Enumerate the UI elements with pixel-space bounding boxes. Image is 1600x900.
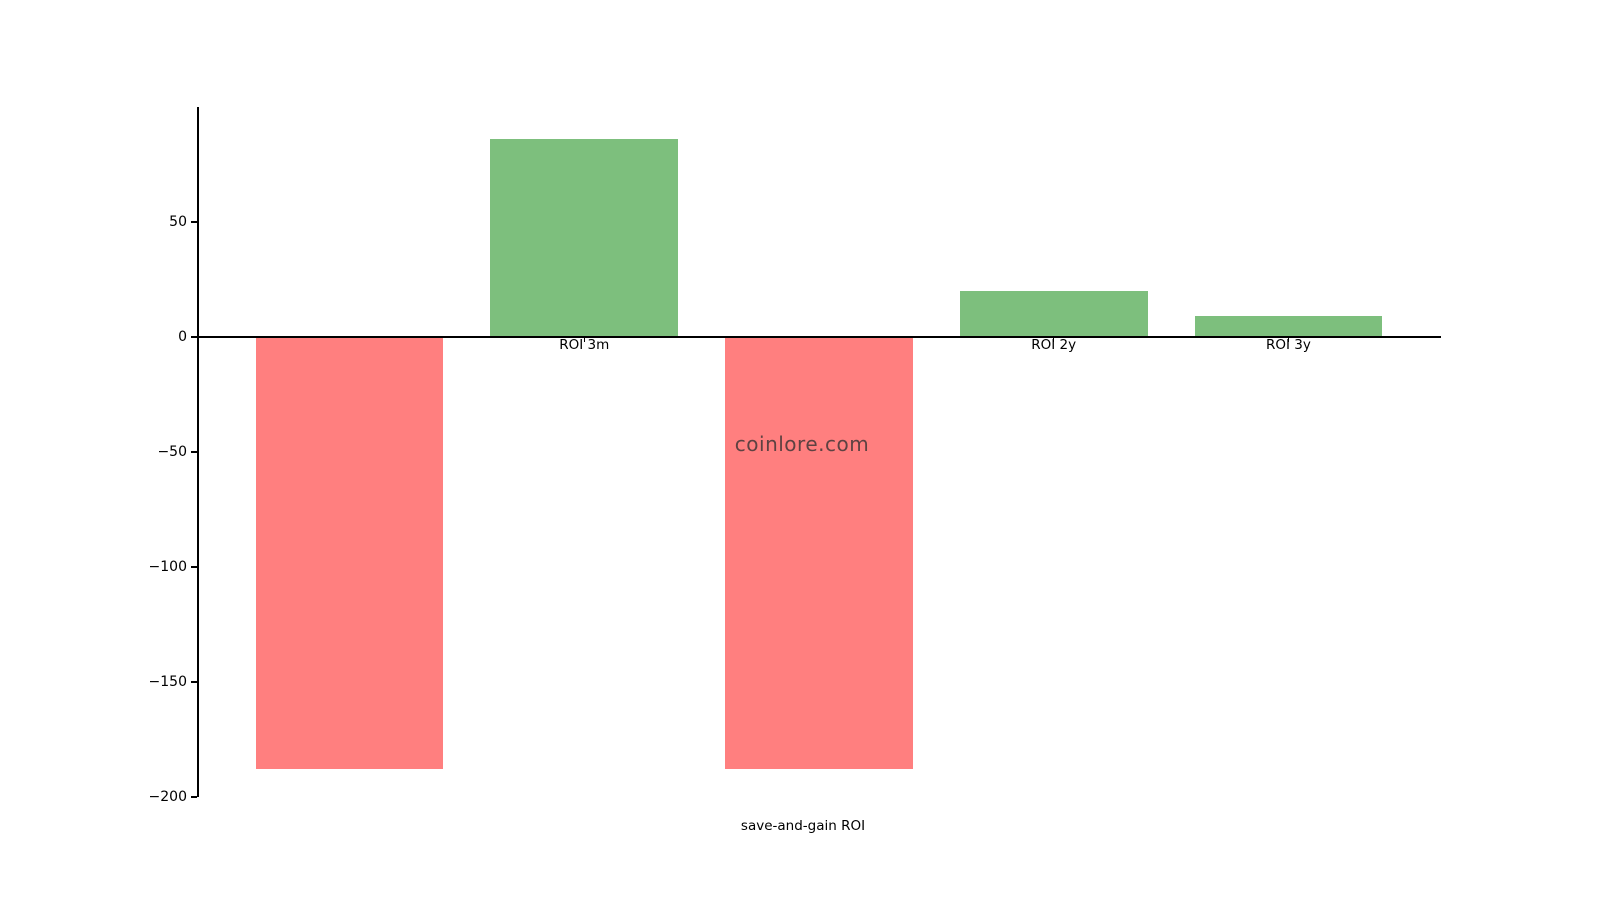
x-tick-mark bbox=[583, 337, 586, 342]
y-tick-mark bbox=[191, 451, 197, 453]
y-tick-label: −100 bbox=[148, 559, 187, 575]
x-tick-label: ROI 2y bbox=[1031, 337, 1077, 353]
coinlore-watermark: coinlore.com bbox=[734, 432, 870, 456]
bar-unlabeled-2 bbox=[725, 337, 913, 770]
y-tick-mark bbox=[191, 681, 197, 683]
bar-unlabeled-0 bbox=[255, 337, 444, 770]
x-tick-label: ROI 3m bbox=[559, 337, 610, 353]
x-tick-mark bbox=[1287, 337, 1290, 342]
y-tick-label: 0 bbox=[178, 329, 187, 345]
bar-roi-2y bbox=[959, 291, 1148, 337]
y-tick-mark bbox=[191, 566, 197, 568]
x-tick-label: ROI 3y bbox=[1265, 337, 1311, 353]
x-axis-title: save-and-gain ROI bbox=[740, 818, 866, 834]
x-tick-mark bbox=[1052, 337, 1055, 342]
y-tick-mark bbox=[191, 221, 197, 223]
y-tick-mark bbox=[191, 796, 197, 798]
bar-roi-3y bbox=[1194, 316, 1383, 337]
y-tick-label: −50 bbox=[157, 444, 187, 460]
y-tick-label: −200 bbox=[148, 789, 187, 805]
y-tick-mark bbox=[191, 336, 197, 338]
x-axis-zero-line bbox=[197, 336, 1441, 338]
y-tick-label: −150 bbox=[148, 674, 187, 690]
bar-roi-3m bbox=[490, 139, 679, 337]
y-axis-spine bbox=[197, 107, 199, 797]
y-tick-label: 50 bbox=[169, 214, 187, 230]
